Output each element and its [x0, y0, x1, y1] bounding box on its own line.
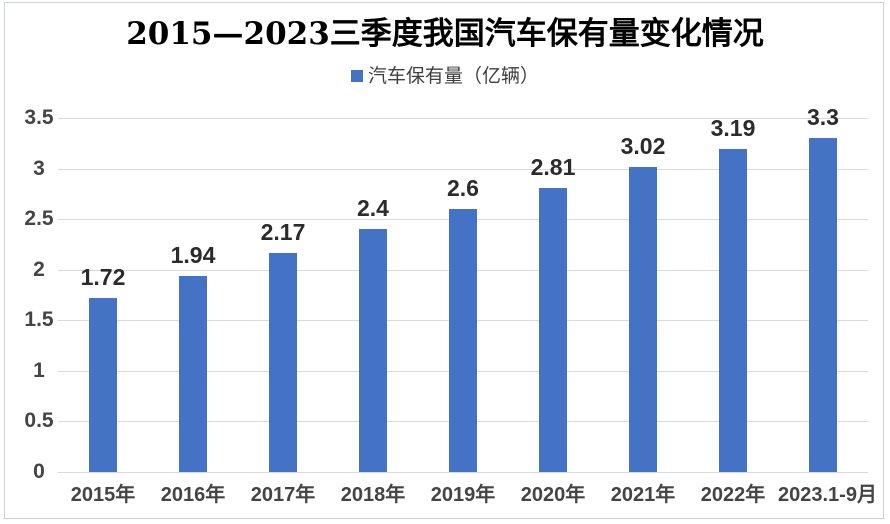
legend-label: 汽车保有量（亿辆） [367, 65, 539, 87]
gridline [58, 472, 868, 473]
legend-marker-icon [350, 70, 363, 82]
y-tick-label: 2.5 [24, 207, 54, 230]
x-tick-label: 2016年 [160, 484, 226, 506]
x-tick-label: 2022年 [700, 484, 766, 506]
y-tick-label: 0.5 [24, 409, 54, 432]
bar [629, 167, 657, 472]
bar-slot: 2.81 [508, 118, 598, 472]
bar-slot: 2.17 [238, 118, 328, 472]
plot-area: 1.72 1.94 2.17 2.4 2.6 2.81 3.02 3.19 3.3 [58, 104, 868, 473]
bar-slot: 1.94 [148, 118, 238, 472]
bar-value-label: 3.02 [620, 133, 666, 159]
bar [719, 149, 747, 472]
bar [359, 229, 387, 472]
bar-value-label: 1.94 [170, 242, 216, 268]
gridline [58, 169, 868, 170]
x-axis-labels: 2015年 2016年 2017年 2018年 2019年 2020年 2021年 2022年… [58, 481, 877, 511]
legend: 汽车保有量（亿辆） [0, 63, 890, 89]
y-tick-label: 0 [33, 460, 45, 483]
y-tick-label: 1.5 [24, 308, 54, 331]
bar-slot: 3.19 [688, 115, 778, 472]
bar [809, 138, 837, 472]
bar-value-label: 2.4 [357, 195, 389, 221]
bar-value-label: 2.81 [530, 154, 576, 180]
bar-value-label: 3.19 [710, 115, 756, 141]
x-tick-label: 2017年 [250, 484, 316, 506]
x-tick-label: 2018年 [340, 484, 406, 506]
bar-value-label: 2.17 [260, 219, 306, 245]
gridline [58, 118, 868, 119]
y-tick-label: 2 [33, 258, 45, 281]
bar [179, 276, 207, 472]
y-tick-label: 3.5 [24, 106, 54, 129]
bar-slot: 1.72 [58, 118, 148, 472]
bar [449, 209, 477, 472]
y-axis-labels: 0 0.5 1 1.5 2 2.5 3 3.5 [0, 106, 78, 483]
bar-slot: 3.02 [598, 118, 688, 472]
x-tick-label: 2023.1-9月 [778, 484, 877, 506]
bar-value-label: 2.6 [447, 175, 479, 201]
bar-value-label: 1.72 [80, 264, 126, 290]
bar-slot: 2.4 [328, 118, 418, 472]
chart-title: 2015—2023三季度我国汽车保有量变化情况 [126, 16, 764, 52]
bar [269, 253, 297, 472]
x-tick-label: 2019年 [430, 484, 496, 506]
y-tick-label: 3 [33, 157, 45, 180]
x-tick-label: 2015年 [70, 484, 136, 506]
bar-value-label: 3.3 [807, 104, 839, 130]
y-tick-label: 1 [33, 359, 45, 382]
bar [539, 188, 567, 472]
x-tick-label: 2020年 [520, 484, 586, 506]
bar-slot: 2.6 [418, 118, 508, 472]
bar [89, 298, 117, 472]
bar-slot: 3.3 [778, 104, 868, 472]
x-tick-label: 2021年 [610, 484, 676, 506]
